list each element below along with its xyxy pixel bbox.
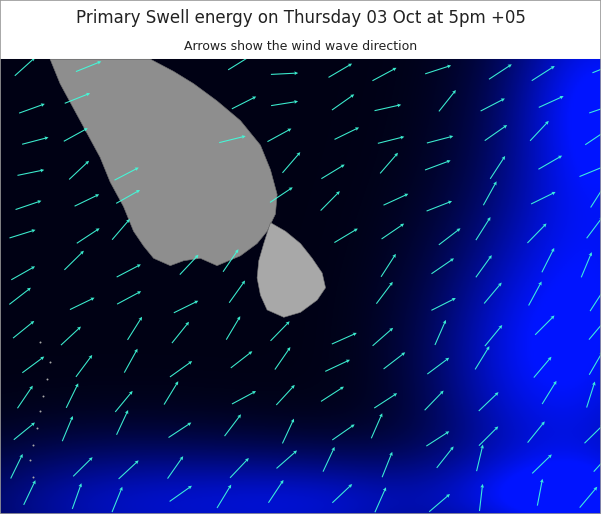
Point [32, 424, 41, 432]
Text: Primary Swell energy on Thursday 03 Oct at 5pm +05: Primary Swell energy on Thursday 03 Oct … [76, 9, 525, 27]
Point [25, 456, 35, 464]
Polygon shape [257, 223, 326, 317]
Point [29, 441, 38, 449]
Point [38, 392, 48, 400]
Point [35, 407, 45, 415]
Point [45, 357, 55, 365]
Text: Arrows show the wind wave direction: Arrows show the wind wave direction [184, 40, 417, 52]
Polygon shape [50, 59, 277, 266]
Point [35, 338, 45, 346]
Point [42, 375, 52, 383]
Point [29, 473, 38, 481]
Polygon shape [50, 59, 277, 266]
